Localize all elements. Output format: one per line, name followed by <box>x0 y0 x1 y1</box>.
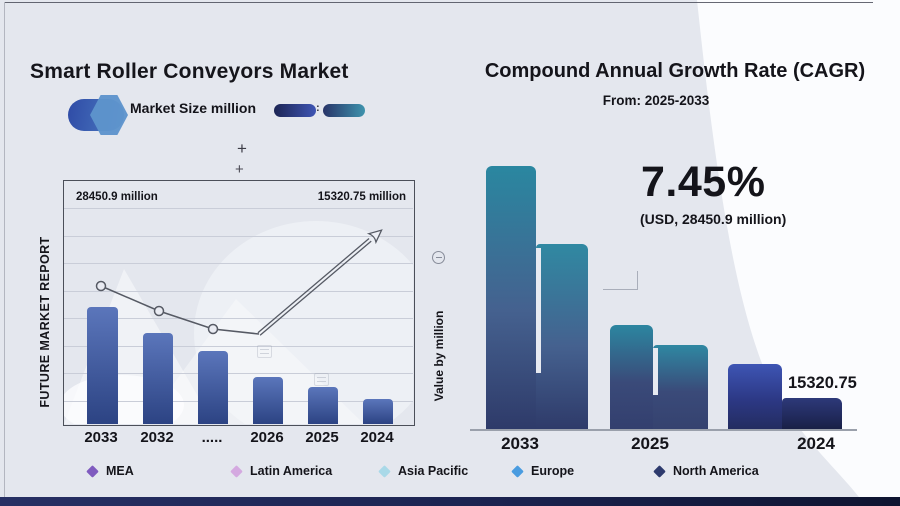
bar-gap-notch <box>536 248 541 373</box>
cagr-title: Compound Annual Growth Rate (CAGR) <box>484 60 866 82</box>
cagr-subtitle: From: 2025-2033 <box>602 93 710 108</box>
x-label-2032: 2032 <box>140 429 174 446</box>
top-border-line <box>5 2 873 3</box>
ratio-pill-left <box>274 104 316 117</box>
cagr-chart-x-labels: 2033 2025 2024 <box>0 434 900 453</box>
plus-mark-1: + <box>237 139 247 158</box>
legend-label: North America <box>673 464 759 478</box>
plus-mark-2: + <box>235 161 244 178</box>
cagr-x-label-2024: 2024 <box>797 434 835 453</box>
cagr-bar-2033-2 <box>536 244 588 430</box>
gridline <box>64 318 413 319</box>
x-label-2026: 2026 <box>250 429 284 446</box>
bar-2024 <box>363 399 393 424</box>
x-label-.....: ..... <box>201 429 223 446</box>
ratio-separator: : <box>316 102 320 114</box>
minus-circle-icon[interactable] <box>432 251 445 264</box>
legend-item-asia-pacific: Asia Pacific <box>378 464 469 478</box>
legend-label: Latin America <box>250 464 333 478</box>
gridline <box>64 291 413 292</box>
legend-item-europe: Europe <box>511 464 575 478</box>
trend-line-and-arrow <box>95 229 383 336</box>
cagr-basis: (USD, 28450.9 million) <box>640 211 787 227</box>
x-label-2025: 2025 <box>305 429 339 446</box>
cagr-bar-2024-1 <box>728 364 782 430</box>
page-title: Smart Roller Conveyors Market <box>30 60 349 83</box>
bar-2033 <box>87 307 118 424</box>
bar-..... <box>198 351 228 424</box>
legend-label: Asia Pacific <box>398 464 469 478</box>
left-border-line <box>4 2 5 500</box>
ratio-pill-right <box>323 104 365 117</box>
chart-end-annotation: 15320.75 million <box>317 191 406 203</box>
bar-2025 <box>308 387 338 424</box>
legend-item-north-america: North America <box>653 464 759 478</box>
left-chart-x-labels: 2033 2032..... 2026 2025 2024 <box>63 429 415 446</box>
gridline <box>64 401 413 402</box>
y-axis-label: Value by million <box>432 310 446 402</box>
legend-item-latin-america: Latin America <box>230 464 333 478</box>
cagr-bar-2024-2 <box>782 398 842 430</box>
gridline <box>64 373 413 374</box>
bar-2032 <box>143 333 173 424</box>
gridline <box>64 346 413 347</box>
x-label-2024: 2024 <box>360 429 394 446</box>
brand-watermark: FUTURE MARKET REPORT <box>38 236 52 408</box>
market-size-chart: 28450.9 million 15320.75 million <box>63 180 415 426</box>
cagr-bar-2033-1 <box>486 166 536 430</box>
legend-diamond-icon <box>511 464 524 478</box>
cagr-bar-2025-2 <box>653 345 708 430</box>
legend-label: MEA <box>106 464 134 478</box>
gridline <box>64 208 413 209</box>
legend-diamond-icon <box>378 464 391 478</box>
bar-gap-notch <box>653 348 658 395</box>
left-chart-plot <box>64 181 413 424</box>
cagr-x-label-2033: 2033 <box>501 434 539 453</box>
legend-label: Europe <box>531 464 575 478</box>
cagr-x-label-2025: 2025 <box>631 434 669 453</box>
legend-diamond-icon <box>653 464 666 478</box>
bottom-bar <box>0 497 900 506</box>
cagr-bar-data-label: 15320.75 <box>788 374 857 392</box>
legend-diamond-icon <box>230 464 243 478</box>
bar-2026 <box>253 377 283 424</box>
cagr-value: 7.45% <box>641 158 766 206</box>
watermark-grid-icon <box>257 345 272 358</box>
corner-bracket-decor <box>603 271 638 290</box>
legend-diamond-icon <box>86 464 99 478</box>
watermark-grid-icon <box>314 373 329 386</box>
legend-item-mea: MEA <box>86 464 134 478</box>
gridline <box>64 236 413 237</box>
cagr-chart-axis <box>470 429 857 431</box>
chart-start-annotation: 28450.9 million <box>76 191 158 203</box>
gridline <box>64 263 413 264</box>
cagr-bar-2025-1 <box>610 325 653 430</box>
market-size-legend-label: Market Size million <box>130 100 257 116</box>
x-label-2033: 2033 <box>84 429 118 446</box>
